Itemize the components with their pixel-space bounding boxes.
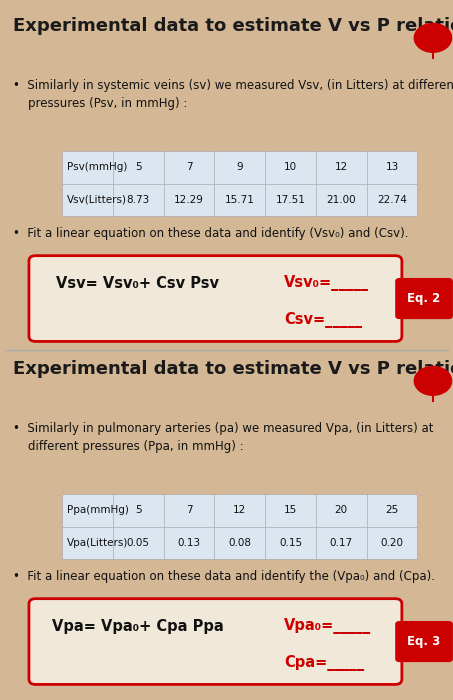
Text: 9: 9 — [236, 162, 243, 172]
Text: 0.17: 0.17 — [330, 538, 353, 548]
Text: •  Fit a linear equation on these data and identify the (Vpa₀) and (Cpa).: • Fit a linear equation on these data an… — [14, 570, 435, 582]
Text: 7: 7 — [186, 162, 193, 172]
Text: Eq. 2: Eq. 2 — [407, 292, 441, 305]
Text: Vsv= Vsv₀+ Csv Psv: Vsv= Vsv₀+ Csv Psv — [56, 276, 219, 291]
Text: 0.20: 0.20 — [381, 538, 404, 548]
Text: 25: 25 — [386, 505, 399, 515]
Text: Vpa(Litters): Vpa(Litters) — [67, 538, 128, 548]
Text: Vsv₀=_____: Vsv₀=_____ — [284, 276, 369, 291]
Text: 0.08: 0.08 — [228, 538, 251, 548]
Text: 5: 5 — [135, 505, 142, 515]
Text: 13: 13 — [386, 162, 399, 172]
Circle shape — [414, 24, 452, 52]
Text: 21.00: 21.00 — [327, 195, 356, 205]
Text: 15: 15 — [284, 505, 297, 515]
Text: 5: 5 — [135, 162, 142, 172]
Text: 7: 7 — [186, 505, 193, 515]
Text: Ppa(mmHg): Ppa(mmHg) — [67, 505, 129, 515]
Text: •  Similarly in pulmonary arteries (pa) we measured Vpa, (in Litters) at
    dif: • Similarly in pulmonary arteries (pa) w… — [14, 422, 434, 453]
Text: Cpa=_____: Cpa=_____ — [284, 654, 364, 671]
Text: 10: 10 — [284, 162, 297, 172]
Text: 8.73: 8.73 — [127, 195, 150, 205]
Text: 12.29: 12.29 — [174, 195, 204, 205]
Text: Experimental data to estimate V vs P relationships: Experimental data to estimate V vs P rel… — [14, 18, 453, 35]
Text: 17.51: 17.51 — [275, 195, 305, 205]
Text: 0.05: 0.05 — [127, 538, 150, 548]
Text: Vpa= Vpa₀+ Cpa Ppa: Vpa= Vpa₀+ Cpa Ppa — [52, 619, 224, 634]
FancyBboxPatch shape — [395, 278, 453, 319]
Text: Experimental data to estimate V vs P relationships: Experimental data to estimate V vs P rel… — [14, 360, 453, 378]
Text: Eq. 3: Eq. 3 — [407, 635, 441, 648]
Text: 12: 12 — [335, 162, 348, 172]
Text: Vsv(Litters): Vsv(Litters) — [67, 195, 127, 205]
Text: 15.71: 15.71 — [225, 195, 255, 205]
Text: Vpa₀=_____: Vpa₀=_____ — [284, 619, 371, 634]
Text: 0.15: 0.15 — [279, 538, 302, 548]
Text: •  Fit a linear equation on these data and identify (Vsv₀) and (Csv).: • Fit a linear equation on these data an… — [14, 227, 409, 239]
Text: Psv(mmHg): Psv(mmHg) — [67, 162, 127, 172]
Text: •  Similarly in systemic veins (sv) we measured Vsv, (in Litters) at different
 : • Similarly in systemic veins (sv) we me… — [14, 79, 453, 110]
FancyBboxPatch shape — [62, 494, 417, 559]
Text: 20: 20 — [335, 505, 348, 515]
FancyBboxPatch shape — [395, 621, 453, 662]
FancyBboxPatch shape — [29, 598, 402, 685]
Text: Csv=_____: Csv=_____ — [284, 312, 362, 328]
Text: 12: 12 — [233, 505, 246, 515]
FancyBboxPatch shape — [29, 256, 402, 342]
Text: 22.74: 22.74 — [377, 195, 407, 205]
Circle shape — [414, 367, 452, 395]
FancyBboxPatch shape — [62, 151, 417, 216]
Text: 0.13: 0.13 — [178, 538, 201, 548]
